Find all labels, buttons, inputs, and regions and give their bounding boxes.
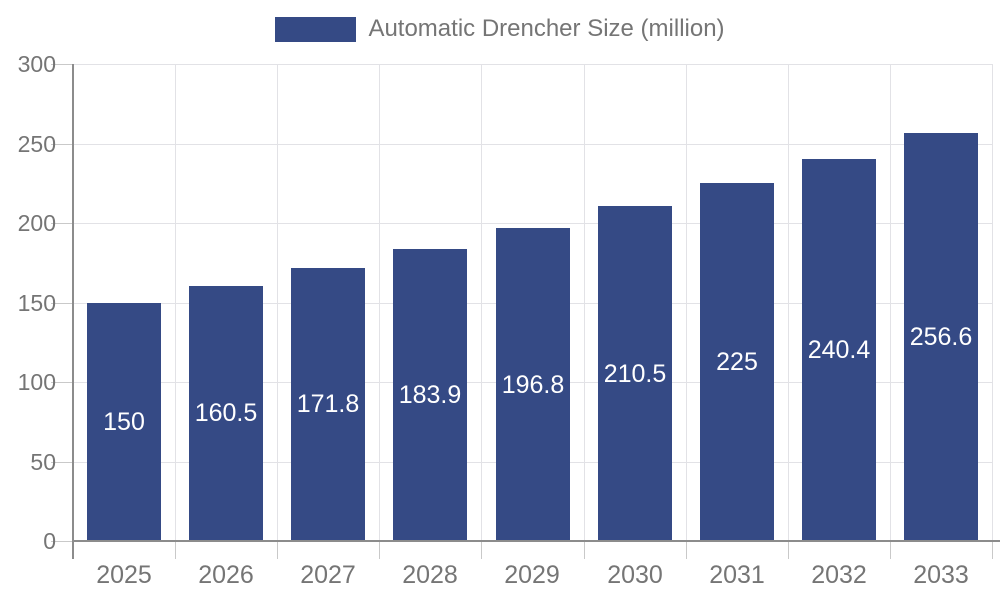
bar-2025 (87, 303, 161, 541)
v-gridline (379, 64, 380, 541)
y-axis-line (72, 64, 74, 559)
x-tick (890, 541, 891, 559)
legend-label: Automatic Drencher Size (million) (368, 15, 725, 42)
x-axis-label: 2025 (96, 561, 152, 589)
v-gridline (584, 64, 585, 541)
y-tick (51, 462, 72, 463)
bar-value-label: 225 (716, 348, 758, 376)
bar-2033 (904, 133, 978, 540)
x-tick (788, 541, 789, 559)
y-tick (51, 541, 72, 542)
v-gridline (992, 64, 993, 541)
x-tick (277, 541, 278, 559)
bar-2029 (496, 228, 570, 540)
y-axis-label: 0 (43, 528, 56, 554)
bar-2026 (189, 286, 263, 540)
bar-value-label: 256.6 (909, 323, 973, 351)
x-tick (584, 541, 585, 559)
y-axis-label: 100 (17, 369, 56, 395)
bar-value-label: 183.9 (398, 381, 462, 409)
x-axis-label: 2027 (300, 561, 356, 589)
x-axis-label: 2026 (198, 561, 254, 589)
y-axis-label: 250 (17, 131, 56, 157)
x-axis-label: 2032 (811, 561, 867, 589)
v-gridline (277, 64, 278, 541)
y-tick (51, 223, 72, 224)
bar-2032 (802, 159, 876, 540)
x-axis-label: 2028 (402, 561, 458, 589)
bar-value-label: 171.8 (296, 390, 360, 418)
y-tick (51, 382, 72, 383)
x-axis-label: 2029 (504, 561, 560, 589)
v-gridline (481, 64, 482, 541)
x-tick (175, 541, 176, 559)
h-gridline (73, 64, 992, 65)
bar-2028 (393, 249, 467, 540)
legend-swatch (275, 16, 357, 42)
h-gridline (73, 223, 992, 224)
y-axis-label: 150 (17, 290, 56, 316)
bar-value-label: 210.5 (603, 360, 667, 388)
x-axis-label: 2031 (709, 561, 765, 589)
legend: Automatic Drencher Size (million) (0, 15, 1000, 43)
y-axis-label: 300 (17, 51, 56, 77)
y-axis-label: 50 (30, 449, 56, 475)
bar-2030 (598, 206, 672, 540)
y-tick (51, 64, 72, 65)
x-tick (379, 541, 380, 559)
x-tick (992, 541, 993, 559)
x-axis-line (72, 540, 1000, 542)
bar-2031 (700, 183, 774, 540)
y-tick (51, 144, 72, 145)
bar-value-label: 160.5 (194, 399, 258, 427)
bar-value-label: 240.4 (807, 336, 871, 364)
x-tick (481, 541, 482, 559)
v-gridline (890, 64, 891, 541)
x-axis-label: 2030 (607, 561, 663, 589)
v-gridline (788, 64, 789, 541)
y-axis-label: 200 (17, 210, 56, 236)
v-gridline (686, 64, 687, 541)
bar-value-label: 196.8 (501, 371, 565, 399)
x-axis-label: 2033 (913, 561, 969, 589)
bar-2027 (291, 268, 365, 540)
bar-value-label: 150 (103, 408, 145, 436)
x-tick (686, 541, 687, 559)
v-gridline (175, 64, 176, 541)
y-tick (51, 303, 72, 304)
h-gridline (73, 144, 992, 145)
